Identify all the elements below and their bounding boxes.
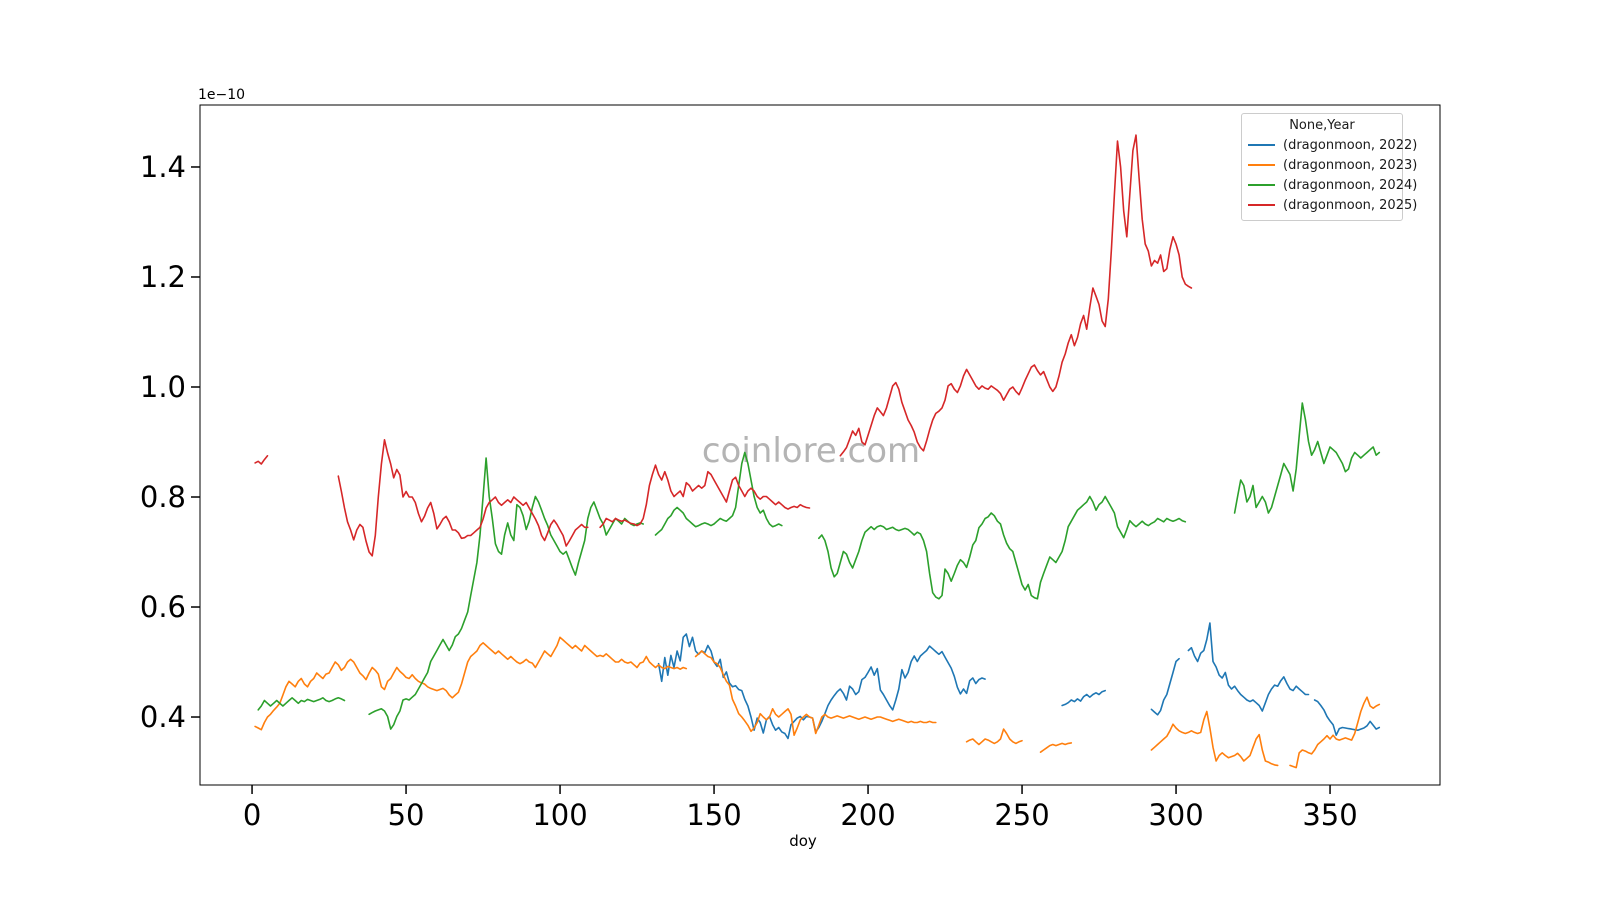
legend-swatch-line (1248, 184, 1275, 186)
x-tick-label: 0 (243, 798, 261, 832)
y-tick-label: 1.2 (140, 260, 186, 294)
legend-label: (dragonmoon, 2023) (1283, 157, 1418, 173)
legend-label: (dragonmoon, 2024) (1283, 177, 1418, 193)
y-tick-label: 0.4 (140, 700, 186, 734)
series-line-2022 (1313, 699, 1381, 737)
series-line-2023 (254, 636, 688, 731)
series-line-2024 (1233, 402, 1381, 514)
y-tick-label: 0.6 (140, 590, 186, 624)
series-line-2025 (599, 464, 811, 529)
series-line-2022 (1061, 689, 1106, 707)
legend-items: (dragonmoon, 2022) (dragonmoon, 2023) (dra… (1248, 135, 1417, 215)
axis-ticks: 0 50 100 150 200 250 300 350 0.4 0.6 0.8 1.0 1.2 1.4 (140, 150, 1358, 832)
series-line-2025 (254, 454, 269, 465)
series-line-2023 (1289, 696, 1381, 769)
series-line-2023 (1150, 710, 1279, 767)
series-line-2025 (337, 438, 589, 557)
legend: None,Year (dragonmoon, 2022) (dragonmoon,… (1241, 113, 1417, 221)
y-tick-label: 1.0 (140, 370, 186, 404)
legend-item: (dragonmoon, 2025) (1248, 195, 1417, 215)
axis-offset-label: 1e−10 (198, 87, 245, 103)
legend-swatch-line (1248, 144, 1275, 146)
series-line-2023 (694, 650, 937, 737)
x-tick-label: 250 (994, 798, 1049, 832)
series-line-2025 (839, 134, 1193, 457)
series-line-2024 (257, 696, 346, 711)
legend-label: (dragonmoon, 2022) (1283, 137, 1418, 153)
legend-title: None,Year (1289, 118, 1355, 133)
legend-item: (dragonmoon, 2022) (1248, 135, 1417, 155)
legend-label: (dragonmoon, 2025) (1283, 197, 1418, 213)
series-line-2022 (1187, 622, 1310, 712)
series-lines (254, 134, 1381, 769)
x-tick-label: 50 (388, 798, 425, 832)
series-line-2024 (368, 457, 645, 730)
series-line-2024 (654, 451, 783, 536)
x-tick-label: 150 (686, 798, 741, 832)
legend-item: (dragonmoon, 2023) (1248, 155, 1417, 175)
legend-item: (dragonmoon, 2024) (1248, 175, 1417, 195)
watermark: coinlore.com (702, 431, 920, 471)
x-tick-label: 300 (1148, 798, 1203, 832)
x-tick-label: 350 (1302, 798, 1357, 832)
series-line-2022 (1150, 657, 1180, 716)
y-tick-label: 1.4 (140, 150, 186, 184)
series-line-2024 (817, 495, 1187, 600)
legend-swatch-line (1248, 204, 1275, 206)
legend-swatch-line (1248, 164, 1275, 166)
series-line-2023 (965, 728, 1023, 746)
x-tick-label: 100 (532, 798, 587, 832)
y-tick-label: 0.8 (140, 480, 186, 514)
x-axis-label: doy (789, 832, 817, 850)
series-line-2023 (1039, 742, 1073, 754)
x-tick-label: 200 (840, 798, 895, 832)
series-line-2022 (657, 633, 986, 740)
plot-frame (199, 104, 1441, 786)
